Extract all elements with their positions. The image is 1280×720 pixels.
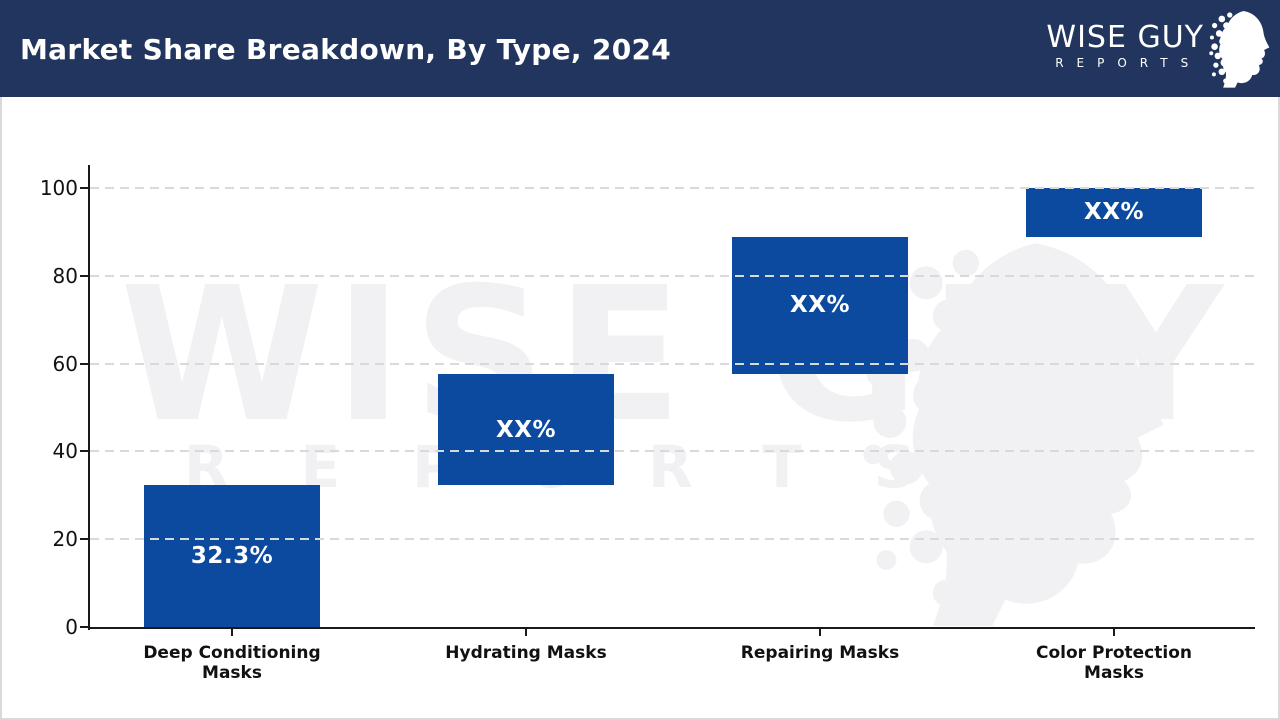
- x-tick-mark: [525, 629, 527, 636]
- logo-wordmark: WISE GUY: [1046, 20, 1204, 55]
- y-tick-label: 100: [39, 176, 78, 200]
- y-tick-mark: [80, 538, 88, 541]
- x-axis-line: [88, 627, 1255, 629]
- x-category-label: Repairing Masks: [740, 643, 900, 663]
- x-tick-mark: [1113, 629, 1115, 636]
- y-gridline: [90, 362, 1255, 365]
- x-category-label: Color Protection Masks: [1036, 643, 1192, 684]
- x-tick-mark: [819, 629, 821, 636]
- bar-value-label: XX%: [495, 416, 556, 443]
- y-tick-label: 0: [65, 615, 78, 639]
- bar-segment: XX%: [438, 374, 614, 486]
- y-tick-mark: [80, 274, 88, 277]
- y-gridline: [90, 187, 1255, 189]
- bar-value-label: XX%: [789, 292, 850, 319]
- y-gridline: [90, 450, 1255, 453]
- y-tick-label: 60: [52, 351, 78, 376]
- bar-segment: XX%: [1026, 188, 1202, 237]
- y-tick-label: 20: [52, 527, 78, 552]
- header: Market Share Breakdown, By Type, 2024 WI…: [0, 0, 1280, 97]
- y-gridline: [90, 538, 1255, 541]
- y-tick-label: 80: [52, 263, 78, 288]
- x-tick-mark: [231, 629, 233, 636]
- y-tick-mark: [80, 450, 88, 453]
- y-tick-mark: [80, 362, 88, 365]
- logo-subtitle: REPORTS: [1055, 56, 1202, 70]
- y-axis-line: [88, 165, 90, 630]
- x-category-label: Hydrating Masks: [445, 643, 607, 663]
- page-title: Market Share Breakdown, By Type, 2024: [20, 33, 672, 66]
- bar-segment: XX%: [732, 236, 908, 375]
- x-category-label: Deep Conditioning Masks: [143, 643, 321, 684]
- logo-text: WISE GUY REPORTS: [1046, 20, 1204, 70]
- y-tick-mark: [80, 626, 88, 628]
- y-tick-label: 40: [52, 439, 78, 464]
- bar-segment: 32.3%: [144, 485, 320, 627]
- logo-head-icon: [1209, 11, 1270, 88]
- bar-value-label: 32.3%: [190, 543, 274, 570]
- y-tick-mark: [80, 187, 88, 189]
- y-gridline: [90, 274, 1255, 277]
- bar-value-label: XX%: [1083, 199, 1144, 226]
- plot-area: 0 20 40 60 80 100 32.3% Deep Conditioning Masks…: [2, 97, 1278, 718]
- wise-guy-logo: WISE GUY REPORTS: [1046, 8, 1272, 92]
